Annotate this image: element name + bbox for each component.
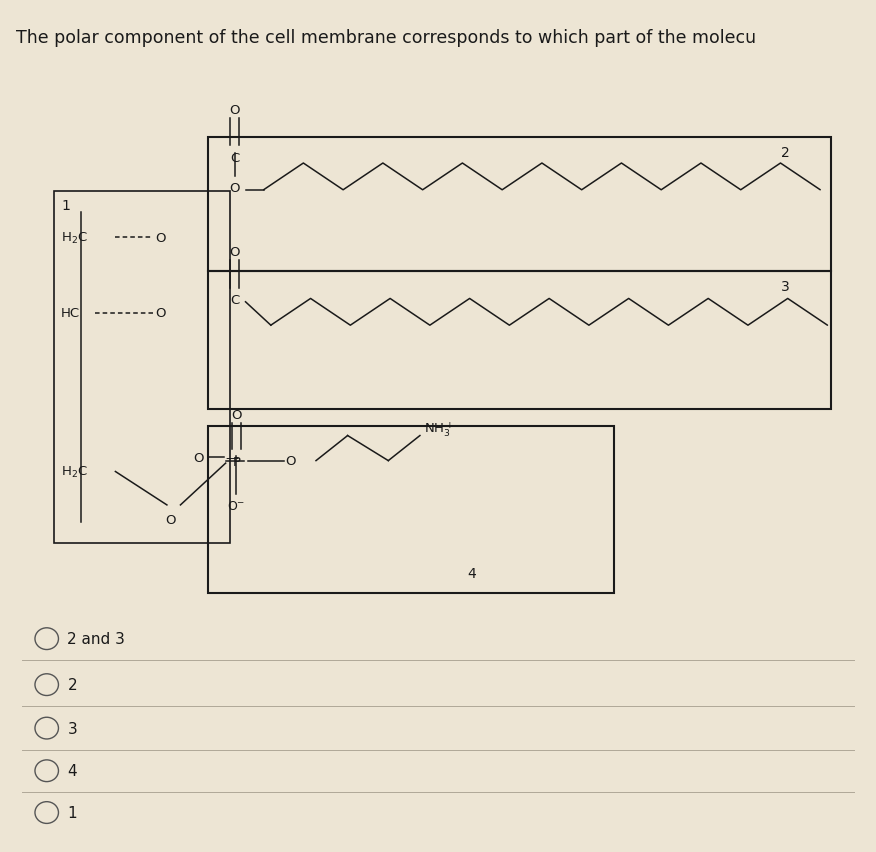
Text: C: C [230, 294, 239, 307]
Text: —: — [225, 452, 238, 464]
Text: 2: 2 [67, 677, 77, 693]
Text: C: C [230, 153, 239, 165]
Text: O: O [231, 409, 242, 422]
Text: 3: 3 [67, 721, 77, 736]
Text: O: O [230, 104, 240, 117]
Text: O: O [286, 455, 296, 468]
Text: O: O [155, 232, 166, 245]
Text: 2 and 3: 2 and 3 [67, 631, 125, 647]
Text: 4: 4 [468, 567, 477, 580]
Text: 4: 4 [67, 763, 77, 779]
Bar [208, 138, 831, 272]
Text: HC: HC [61, 307, 81, 320]
Bar [208, 426, 614, 593]
Text: 3: 3 [781, 279, 790, 294]
Text: P: P [232, 455, 241, 469]
Text: O: O [230, 246, 240, 259]
Bar [208, 272, 831, 409]
Text: $\mathregular{H_2C}$: $\mathregular{H_2C}$ [61, 464, 88, 480]
Text: O: O [194, 452, 204, 464]
Text: $\mathregular{NH_3^+}$: $\mathregular{NH_3^+}$ [425, 420, 455, 439]
Text: O: O [155, 307, 166, 320]
Text: The polar component of the cell membrane corresponds to which part of the molecu: The polar component of the cell membrane… [16, 29, 756, 48]
Text: 1: 1 [67, 805, 77, 820]
Bar [54, 193, 230, 543]
Text: 1: 1 [61, 199, 70, 213]
Text: O: O [165, 514, 175, 527]
Text: $\mathregular{H_2C}$: $\mathregular{H_2C}$ [61, 231, 88, 245]
Text: O: O [230, 181, 240, 194]
Text: 2: 2 [781, 147, 790, 160]
Text: O$^{-}$: O$^{-}$ [227, 499, 245, 512]
